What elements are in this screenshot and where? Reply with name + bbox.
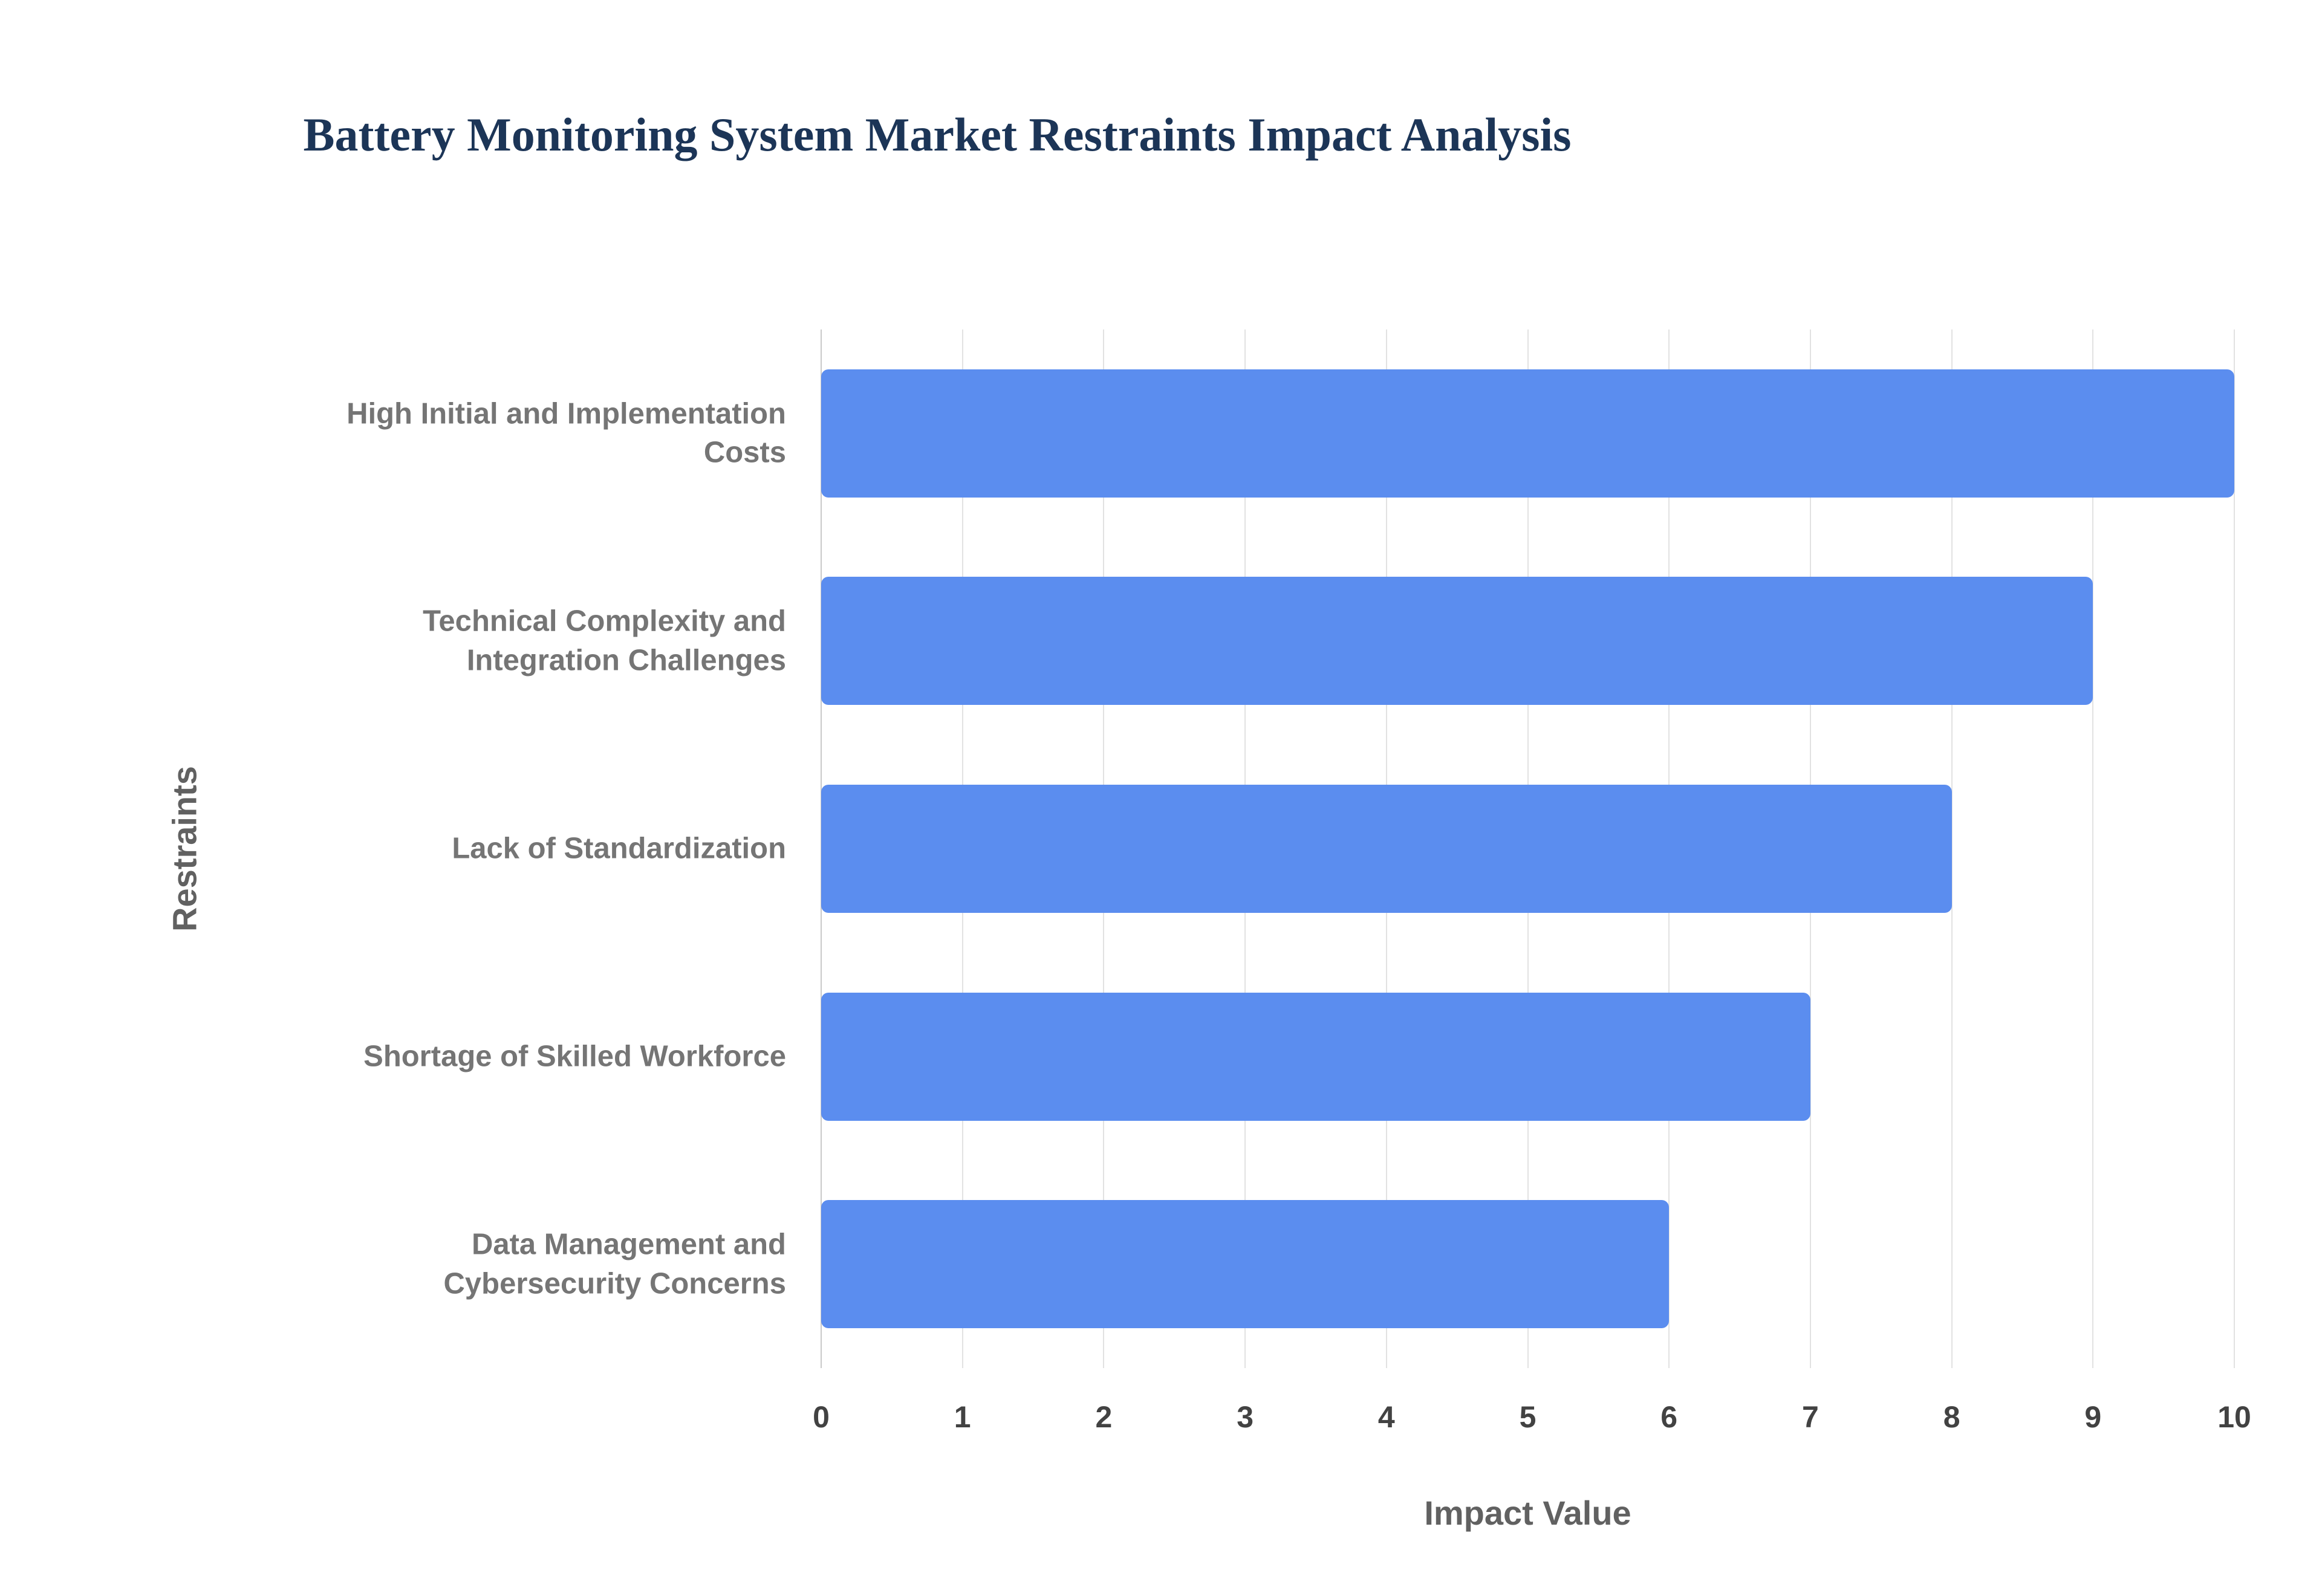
- x-tick-label: 3: [1237, 1400, 1254, 1434]
- category-label: Shortage of Skilled Workforce: [363, 1040, 786, 1073]
- category-label: Data Management and Cybersecurity Concer…: [443, 1228, 786, 1300]
- category-label: Technical Complexity and Integration Cha…: [423, 605, 786, 677]
- category-label: Lack of Standardization: [452, 832, 786, 865]
- x-tick-label: 9: [2084, 1400, 2102, 1434]
- x-tick-label: 0: [813, 1400, 830, 1434]
- bar: [821, 369, 2234, 498]
- x-tick-label: 5: [1519, 1400, 1537, 1434]
- y-axis-title: Restraints: [165, 766, 204, 932]
- bar: [821, 785, 1952, 913]
- x-axis-title: Impact Value: [1424, 1494, 1631, 1532]
- bar: [821, 1200, 1670, 1329]
- x-tick-label: 8: [1943, 1400, 1960, 1434]
- bar: [821, 577, 2093, 706]
- x-tick-label: 2: [1095, 1400, 1113, 1434]
- gridline: [2092, 329, 2094, 1368]
- x-tick-label: 6: [1660, 1400, 1678, 1434]
- x-tick-label: 10: [2217, 1400, 2251, 1434]
- plot-area: [821, 329, 2235, 1368]
- gridline: [2234, 329, 2235, 1368]
- x-tick-label: 4: [1377, 1400, 1395, 1434]
- chart-title: Battery Monitoring System Market Restrai…: [303, 108, 1572, 161]
- x-tick-label: 7: [1801, 1400, 1819, 1434]
- category-label: High Initial and Implementation Costs: [346, 397, 786, 469]
- x-tick-label: 1: [954, 1400, 971, 1434]
- bar: [821, 992, 1810, 1121]
- gridline: [1951, 329, 1953, 1368]
